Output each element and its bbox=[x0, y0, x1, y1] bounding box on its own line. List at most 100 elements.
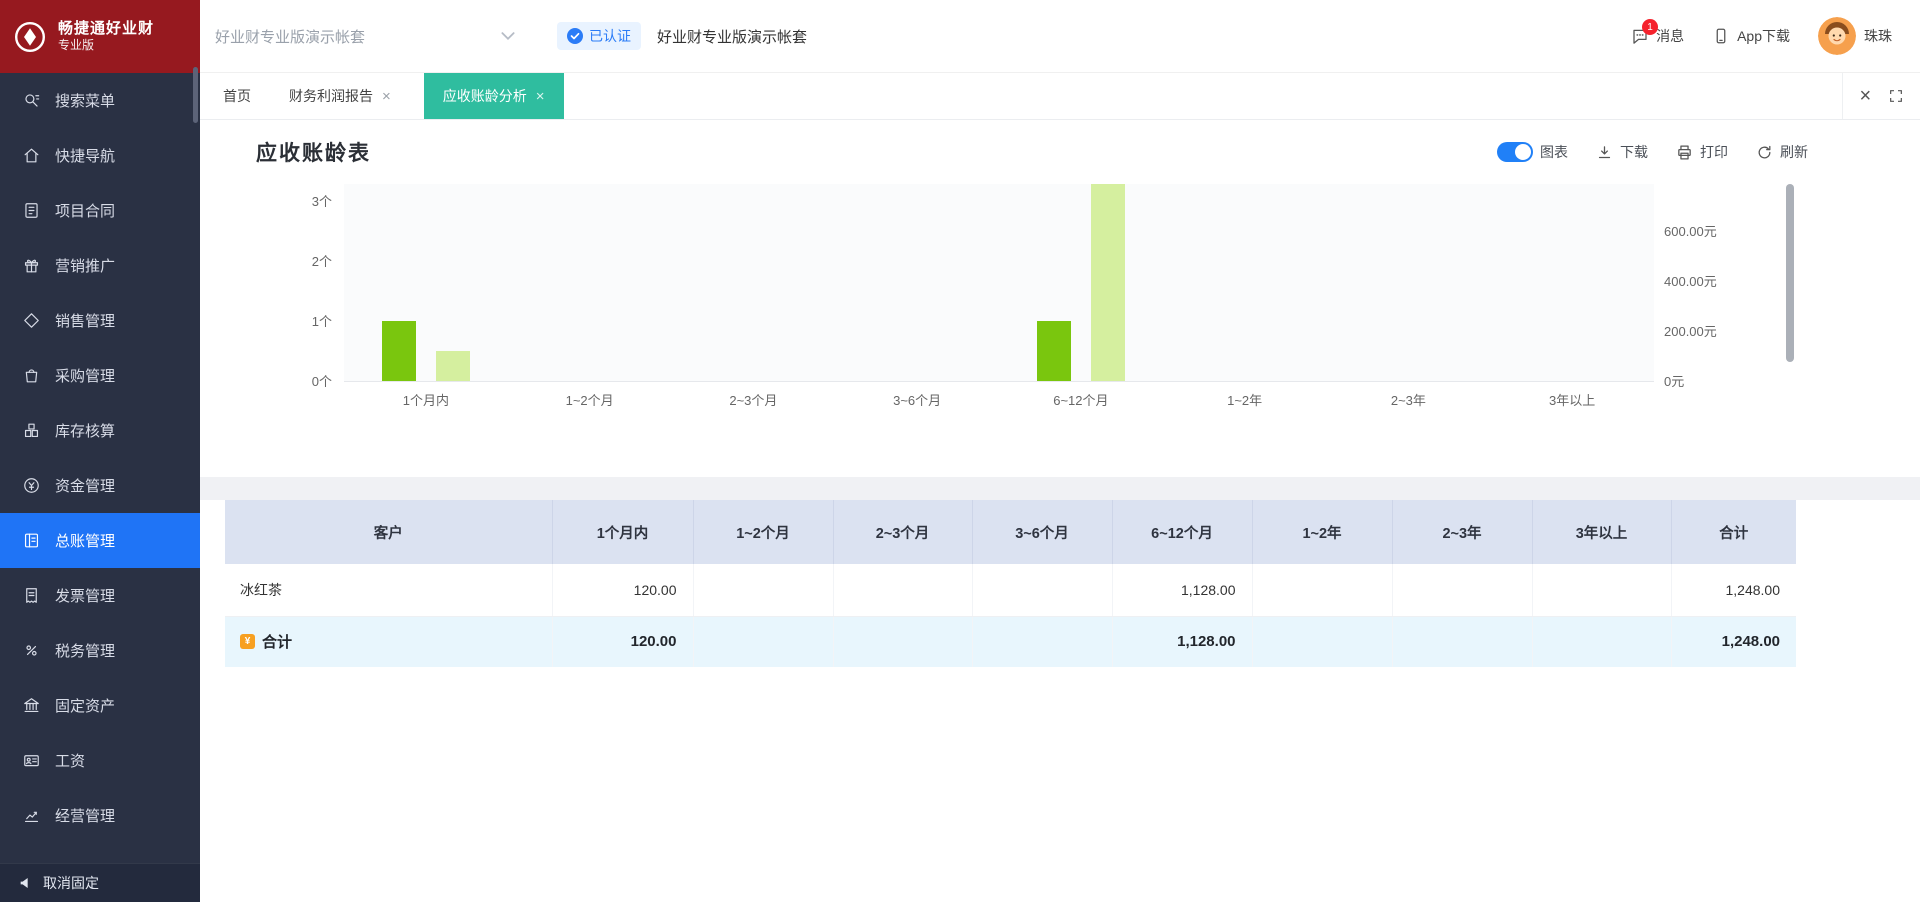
unpin-sidebar-button[interactable]: 取消固定 bbox=[0, 863, 200, 902]
sidebar-item-search-menu[interactable]: 搜索菜单 bbox=[0, 73, 200, 128]
chart-x-axis-label: 3年以上 bbox=[1549, 393, 1596, 408]
table-row-customer[interactable]: 冰红茶 120.00 1,128.00 1,248.00 bbox=[225, 564, 1796, 617]
sidebar-scrollbar[interactable] bbox=[193, 67, 198, 123]
search-icon bbox=[25, 94, 40, 107]
tab-profit-report[interactable]: 财务利润报告 × bbox=[270, 73, 410, 119]
total-value-cell: 120.00 bbox=[551, 616, 693, 667]
sidebar-item-quick-nav[interactable]: 快捷导航 bbox=[0, 128, 200, 183]
close-tab-icon[interactable]: × bbox=[382, 87, 391, 105]
sidebar-item-label: 固定资产 bbox=[55, 698, 116, 715]
chart-right-axis-label: 0元 bbox=[1664, 374, 1685, 389]
refresh-icon bbox=[1758, 145, 1771, 158]
customer-cell: 冰红茶 bbox=[225, 564, 552, 617]
sidebar-item-label: 销售管理 bbox=[55, 313, 116, 330]
verified-label: 已认证 bbox=[589, 28, 631, 44]
phone-icon bbox=[1716, 28, 1726, 44]
chart-x-axis-label: 1~2年 bbox=[1227, 393, 1263, 408]
sidebar-item-marketing[interactable]: 营销推广 bbox=[0, 238, 200, 293]
chart-scrollbar[interactable] bbox=[1786, 184, 1794, 362]
account-set-title: 好业财专业版演示帐套 bbox=[657, 28, 808, 46]
chart-bar bbox=[381, 321, 416, 381]
brand-title: 畅捷通好业财 bbox=[58, 19, 155, 37]
sidebar-item-sales[interactable]: 销售管理 bbox=[0, 293, 200, 348]
sidebar-item-label: 资金管理 bbox=[55, 478, 116, 495]
messages-label: 消息 bbox=[1656, 28, 1685, 44]
sidebar-item-project-contract[interactable]: 项目合同 bbox=[0, 183, 200, 238]
sidebar-item-expense[interactable]: 小好报销 bbox=[0, 843, 200, 863]
sidebar-item-general-ledger[interactable]: 总账管理 bbox=[0, 513, 200, 568]
chart-left-axis-label: 2个 bbox=[311, 254, 332, 269]
sidebar-item-tax[interactable]: 税务管理 bbox=[0, 623, 200, 678]
page-header: 应收账龄表 图表 下载 打印 刷新 bbox=[200, 120, 1920, 184]
sidebar-item-payroll[interactable]: 工资 bbox=[0, 733, 200, 788]
brand-icon bbox=[15, 21, 45, 52]
unpin-label: 取消固定 bbox=[43, 875, 99, 891]
total-value-cell: 1,248.00 bbox=[1670, 616, 1796, 667]
value-cell bbox=[971, 564, 1112, 617]
sidebar-item-label: 发票管理 bbox=[55, 588, 116, 605]
download-button[interactable]: 下载 bbox=[1596, 142, 1648, 162]
refresh-button[interactable]: 刷新 bbox=[1756, 142, 1808, 162]
boxes-icon bbox=[24, 423, 39, 438]
close-tab-icon[interactable]: × bbox=[535, 87, 545, 105]
bank-icon bbox=[24, 698, 39, 713]
col-header: 1个月内 bbox=[551, 500, 693, 564]
chart-left-axis-label: 0个 bbox=[311, 374, 332, 389]
verified-badge: 已认证 bbox=[557, 22, 641, 50]
chart-bar bbox=[1090, 184, 1125, 381]
chart-x-axis-label: 1~2个月 bbox=[565, 393, 614, 408]
user-menu[interactable]: 珠珠 bbox=[1818, 17, 1892, 55]
messages-button[interactable]: 1 消息 bbox=[1631, 19, 1685, 46]
close-all-tabs-icon[interactable]: × bbox=[1859, 85, 1872, 107]
tab-home[interactable]: 首页 bbox=[204, 73, 270, 119]
tab-label: 首页 bbox=[223, 88, 251, 104]
value-cell: 120.00 bbox=[551, 564, 693, 617]
download-icon bbox=[1598, 145, 1611, 158]
value-cell: 1,248.00 bbox=[1670, 564, 1796, 617]
percent-icon bbox=[26, 645, 37, 656]
print-button[interactable]: 打印 bbox=[1676, 142, 1728, 162]
sidebar-item-label: 工资 bbox=[55, 753, 86, 770]
value-cell bbox=[1251, 564, 1392, 617]
total-value-cell bbox=[832, 616, 972, 667]
sidebar-item-inventory[interactable]: 库存核算 bbox=[0, 403, 200, 458]
tab-receivable-aging[interactable]: 应收账龄分析 × bbox=[423, 73, 564, 119]
account-set-dropdown[interactable]: 好业财专业版演示帐套 bbox=[215, 26, 515, 47]
sidebar-item-fixed-assets[interactable]: 固定资产 bbox=[0, 678, 200, 733]
refresh-label: 刷新 bbox=[1780, 144, 1808, 160]
table-header-row: 客户 1个月内 1~2个月 2~3个月 3~6个月 6~12个月 1~2年 2~… bbox=[225, 500, 1796, 564]
chart-section: 1个月内 1~2个月 2~3个月 3~6个月 6~12个月 1~2年 2~3年 3年以上 0个 1… bbox=[200, 184, 1820, 444]
app-download-button[interactable]: App下载 bbox=[1712, 26, 1790, 46]
tab-actions: × bbox=[1842, 73, 1920, 119]
value-cell bbox=[692, 564, 833, 617]
col-header-total: 合计 bbox=[1670, 500, 1796, 564]
download-label: 下载 bbox=[1620, 144, 1648, 160]
sidebar-item-funds[interactable]: 资金管理 bbox=[0, 458, 200, 513]
sidebar-item-invoice[interactable]: 发票管理 bbox=[0, 568, 200, 623]
trend-chart-icon bbox=[24, 811, 39, 823]
col-header: 3年以上 bbox=[1531, 500, 1671, 564]
chart-toggle-group: 图表 bbox=[1497, 142, 1568, 162]
value-cell: 1,128.00 bbox=[1111, 564, 1252, 617]
total-value-cell bbox=[692, 616, 833, 667]
chart-right-axis-label: 400.00元 bbox=[1664, 274, 1717, 289]
app-download-label: App下载 bbox=[1737, 28, 1790, 44]
username: 珠珠 bbox=[1864, 28, 1892, 44]
sidebar-item-purchase[interactable]: 采购管理 bbox=[0, 348, 200, 403]
total-value-cell bbox=[971, 616, 1112, 667]
sidebar-item-business-mgmt[interactable]: 经营管理 bbox=[0, 788, 200, 843]
print-label: 打印 bbox=[1700, 144, 1728, 160]
chart-left-axis-label: 1个 bbox=[311, 314, 332, 329]
chart-left-axis-label: 3个 bbox=[311, 194, 332, 209]
verified-check-icon bbox=[567, 28, 583, 44]
col-header: 1~2个月 bbox=[692, 500, 833, 564]
chart-bar bbox=[435, 351, 470, 381]
fullscreen-icon[interactable] bbox=[1888, 88, 1904, 104]
chart-view-toggle[interactable] bbox=[1497, 142, 1533, 162]
chart-right-axis-label: 200.00元 bbox=[1664, 324, 1717, 339]
messages-count-badge: 1 bbox=[1642, 19, 1659, 35]
gift-icon bbox=[24, 259, 39, 273]
col-header: 2~3个月 bbox=[832, 500, 972, 564]
sidebar-item-label: 搜索菜单 bbox=[55, 93, 116, 110]
